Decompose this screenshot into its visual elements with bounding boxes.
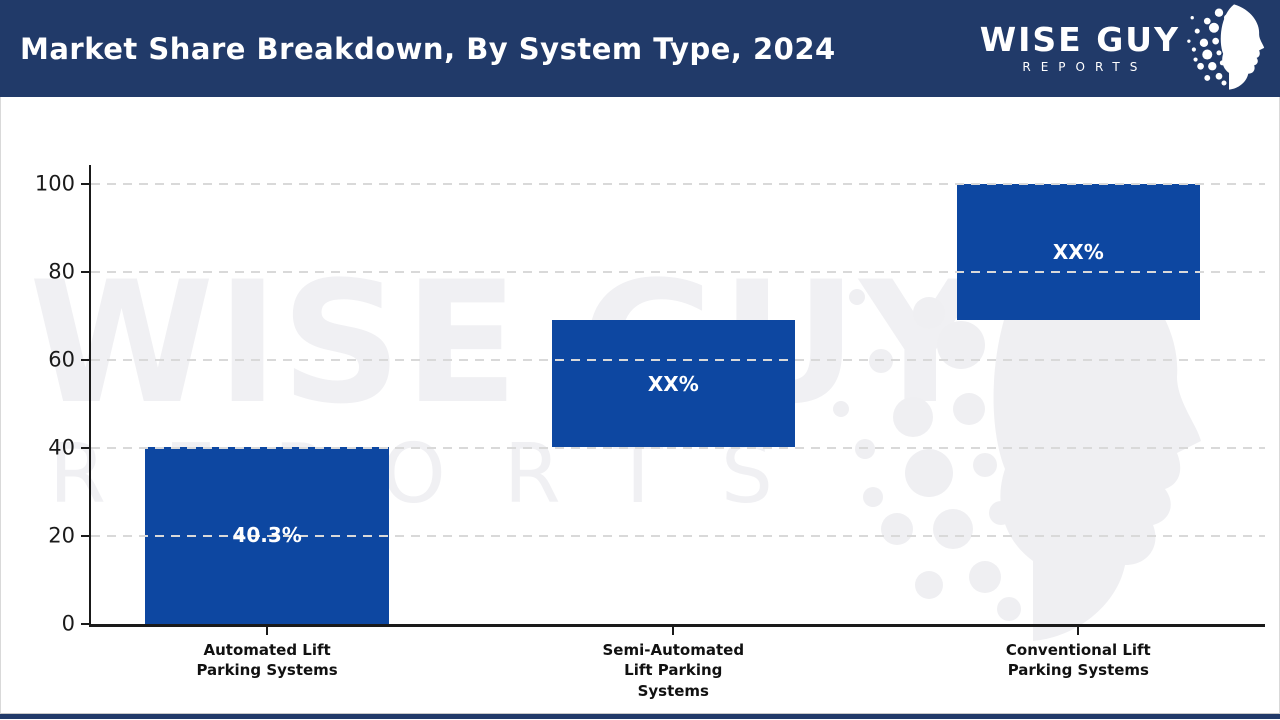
category-label: Automated Lift Parking Systems [196, 641, 338, 680]
chart-area: WISE GUY REPORTS 0 20 40 60 80 100 40.3% Automa… [0, 97, 1280, 714]
y-tick-label: 40 [48, 435, 75, 460]
wise-guy-reports-logo: WISE GUY REPORTS [980, 1, 1266, 97]
y-tick-mark [81, 447, 89, 449]
y-tick-mark [81, 359, 89, 361]
gridline [91, 271, 1265, 273]
y-tick-mark [81, 623, 89, 625]
logo-subtitle: REPORTS [1022, 60, 1148, 74]
category-label: Conventional Lift Parking Systems [1005, 641, 1151, 680]
y-tick-mark [81, 271, 89, 273]
plot-area: 0 20 40 60 80 100 40.3% Automated Lift Parking … [35, 165, 1265, 700]
category-label: Semi-Automated Lift Parking Systems [602, 641, 745, 700]
x-tick-mark [266, 627, 269, 635]
gridline [91, 359, 1265, 361]
watermark-wordmark: WISE GUY [29, 245, 984, 441]
header-banner: Market Share Breakdown, By System Type, … [0, 0, 1280, 97]
logo-wordmark: WISE GUY [979, 20, 1180, 59]
x-tick-mark [1077, 627, 1080, 635]
y-tick-mark [81, 183, 89, 185]
chart-title: Market Share Breakdown, By System Type, … [20, 31, 836, 66]
logo-text: WISE GUY REPORTS [980, 23, 1180, 74]
y-tick-label: 60 [48, 347, 75, 372]
face-profile-icon [1182, 1, 1266, 97]
y-tick-label: 80 [48, 259, 75, 284]
y-tick-label: 0 [61, 611, 75, 636]
bar-value-label: XX% [647, 371, 699, 396]
gridline [91, 447, 1265, 449]
gridline [91, 183, 1265, 185]
x-tick-mark [672, 627, 675, 635]
bar [956, 184, 1201, 321]
bar [551, 320, 796, 447]
watermark-face-icon [809, 217, 1209, 661]
gridline [91, 535, 1265, 537]
y-tick-label: 20 [48, 523, 75, 548]
y-tick-mark [81, 535, 89, 537]
y-tick-label: 100 [34, 171, 75, 196]
footer-bar [0, 714, 1280, 719]
bar-value-label: 40.3% [232, 523, 302, 548]
bar-value-label: XX% [1052, 240, 1104, 265]
